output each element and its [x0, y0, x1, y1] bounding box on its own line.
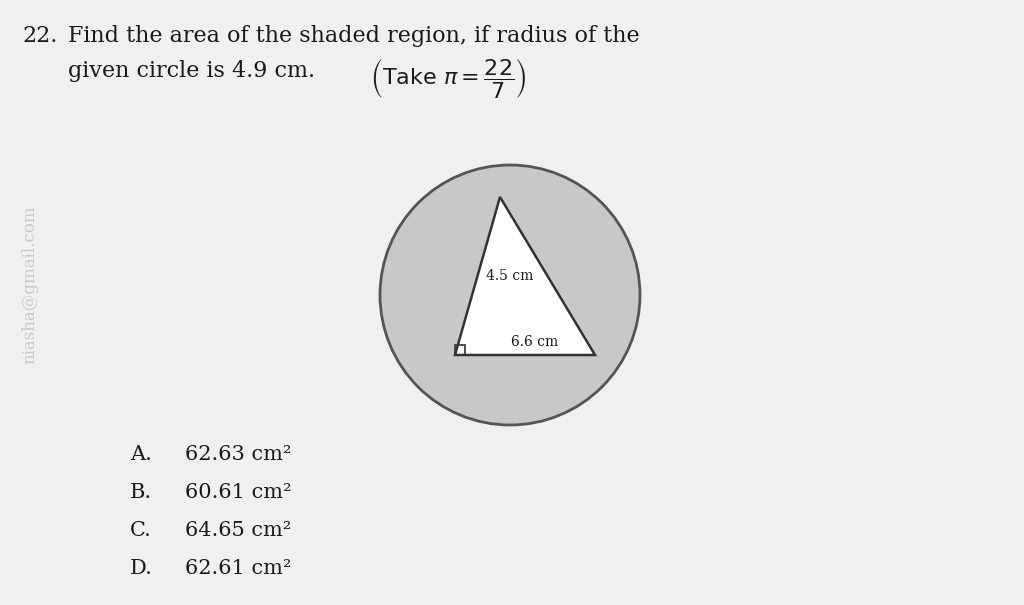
- Text: 62.61 cm²: 62.61 cm²: [185, 559, 292, 578]
- Text: 64.65 cm²: 64.65 cm²: [185, 521, 292, 540]
- Text: 4.5 cm: 4.5 cm: [485, 269, 532, 283]
- Text: $\left(\mathrm{Take}\ \pi = \dfrac{22}{7}\right)$: $\left(\mathrm{Take}\ \pi = \dfrac{22}{7…: [370, 57, 526, 100]
- Text: 6.6 cm: 6.6 cm: [511, 335, 559, 349]
- Text: C.: C.: [130, 521, 152, 540]
- Text: A.: A.: [130, 445, 152, 464]
- Text: 60.61 cm²: 60.61 cm²: [185, 483, 292, 502]
- Text: niasha@gmail.com: niasha@gmail.com: [22, 206, 39, 364]
- Text: D.: D.: [130, 559, 153, 578]
- Text: given circle is 4.9 cm.: given circle is 4.9 cm.: [68, 60, 315, 82]
- Text: 62.63 cm²: 62.63 cm²: [185, 445, 292, 464]
- Text: 22.: 22.: [22, 25, 57, 47]
- Text: B.: B.: [130, 483, 153, 502]
- Polygon shape: [455, 197, 595, 355]
- Circle shape: [380, 165, 640, 425]
- Text: Find the area of the shaded region, if radius of the: Find the area of the shaded region, if r…: [68, 25, 640, 47]
